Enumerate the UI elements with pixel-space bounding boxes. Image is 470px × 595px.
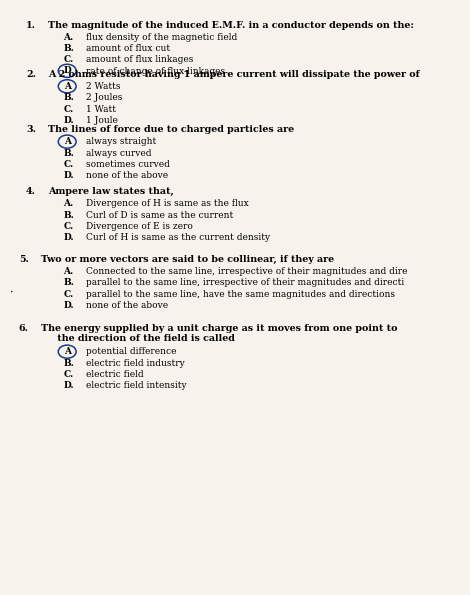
Text: 1 Joule: 1 Joule (86, 116, 118, 125)
Text: 2 Watts: 2 Watts (86, 82, 120, 91)
Text: C.: C. (63, 222, 74, 231)
Text: The energy supplied by a unit charge as it moves from one point to
     the dire: The energy supplied by a unit charge as … (41, 324, 398, 343)
Text: D.: D. (63, 381, 74, 390)
Text: C.: C. (63, 55, 74, 64)
Text: 2.: 2. (26, 70, 36, 79)
Text: amount of flux cut: amount of flux cut (86, 44, 170, 53)
Text: ·: · (10, 288, 14, 298)
Text: D.: D. (63, 301, 74, 310)
Text: A.: A. (63, 267, 74, 276)
Text: 1.: 1. (26, 21, 36, 30)
Text: A.: A. (63, 33, 74, 42)
Text: parallel to the same line, have the same magnitudes and directions: parallel to the same line, have the same… (86, 290, 395, 299)
Text: none of the above: none of the above (86, 171, 168, 180)
Text: 3.: 3. (26, 125, 36, 134)
Text: B.: B. (63, 149, 74, 158)
Text: 4.: 4. (26, 187, 36, 196)
Text: Two or more vectors are said to be collinear, if they are: Two or more vectors are said to be colli… (41, 255, 335, 264)
Text: B.: B. (63, 278, 74, 287)
Text: D.: D. (63, 233, 74, 242)
Text: none of the above: none of the above (86, 301, 168, 310)
Text: Ampere law states that,: Ampere law states that, (48, 187, 174, 196)
Text: rate of change of flux-linkages: rate of change of flux-linkages (86, 67, 225, 76)
Text: A.: A. (63, 199, 74, 208)
Text: electric field: electric field (86, 370, 144, 379)
Text: B.: B. (63, 211, 74, 220)
Text: 2 Joules: 2 Joules (86, 93, 122, 102)
Text: The magnitude of the induced E.M.F. in a conductor depends on the:: The magnitude of the induced E.M.F. in a… (48, 21, 414, 30)
Text: B.: B. (63, 93, 74, 102)
Text: electric field intensity: electric field intensity (86, 381, 187, 390)
Text: A: A (64, 82, 70, 91)
Text: C.: C. (63, 160, 74, 169)
Text: Divergence of E is zero: Divergence of E is zero (86, 222, 193, 231)
Text: C.: C. (63, 105, 74, 114)
Text: 5.: 5. (19, 255, 29, 264)
Text: sometimes curved: sometimes curved (86, 160, 170, 169)
Text: flux density of the magnetic field: flux density of the magnetic field (86, 33, 237, 42)
Text: always straight: always straight (86, 137, 156, 146)
Text: The lines of force due to charged particles are: The lines of force due to charged partic… (48, 125, 295, 134)
Text: 6.: 6. (19, 324, 29, 333)
Text: always curved: always curved (86, 149, 151, 158)
Text: C.: C. (63, 290, 74, 299)
Text: potential difference: potential difference (86, 347, 177, 356)
Text: B.: B. (63, 44, 74, 53)
Text: 1 Watt: 1 Watt (86, 105, 116, 114)
Text: electric field industry: electric field industry (86, 359, 185, 368)
Text: A: A (64, 347, 70, 356)
Text: D: D (63, 66, 71, 76)
Text: parallel to the same line, irrespective of their magnitudes and directi: parallel to the same line, irrespective … (86, 278, 404, 287)
Text: D.: D. (63, 116, 74, 125)
Text: Divergence of H is same as the flux: Divergence of H is same as the flux (86, 199, 249, 208)
Text: A 2 ohms resistor having 1 ampere current will dissipate the power of: A 2 ohms resistor having 1 ampere curren… (48, 70, 420, 79)
Text: amount of flux linkages: amount of flux linkages (86, 55, 193, 64)
Text: D.: D. (63, 171, 74, 180)
Text: A: A (64, 137, 70, 146)
Text: B.: B. (63, 359, 74, 368)
Text: Curl of H is same as the current density: Curl of H is same as the current density (86, 233, 270, 242)
Text: Connected to the same line, irrespective of their magnitudes and dire: Connected to the same line, irrespective… (86, 267, 407, 276)
Text: Curl of D is same as the current: Curl of D is same as the current (86, 211, 233, 220)
Text: C.: C. (63, 370, 74, 379)
